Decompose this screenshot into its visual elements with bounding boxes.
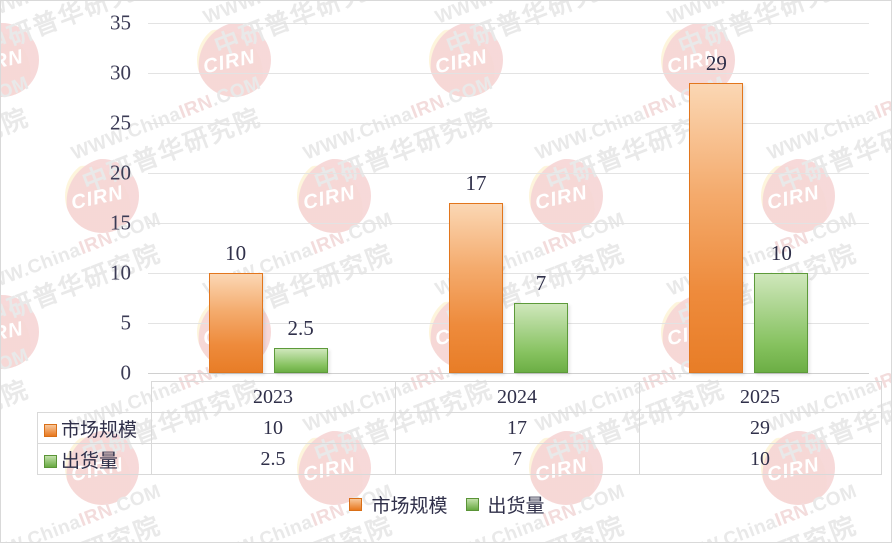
bar-2024-series1 xyxy=(514,303,568,373)
bar-2023-series1 xyxy=(273,348,328,373)
x-axis-line xyxy=(148,373,869,374)
gridline xyxy=(148,223,869,224)
table-header-cell: 2023 xyxy=(150,381,396,413)
bar-2025-series1 xyxy=(754,273,809,373)
table-row-header: 出货量 xyxy=(37,443,152,475)
table-cell: 17 xyxy=(394,412,640,444)
table-row: 市场规模 10 17 29 xyxy=(37,412,882,444)
y-axis: 0 5 10 15 20 25 30 35 xyxy=(1,1,141,385)
bar-value-label: 7 xyxy=(535,271,547,295)
y-axis-tick-label: 35 xyxy=(110,10,131,35)
y-axis-tick-label: 5 xyxy=(120,310,132,335)
y-axis-tick-label: 20 xyxy=(110,160,131,185)
bar-2024-series0 xyxy=(449,203,503,373)
gridline xyxy=(148,273,869,274)
bar-2025-series0 xyxy=(689,83,744,373)
gridline xyxy=(148,323,869,324)
legend-label: 出货量 xyxy=(487,496,545,517)
y-axis-tick-label: 0 xyxy=(120,360,132,385)
y-axis-tick-label: 25 xyxy=(110,110,131,135)
table-header-cell: 2024 xyxy=(394,381,640,413)
series-name-label: 市场规模 xyxy=(61,419,138,441)
legend-label: 市场规模 xyxy=(371,496,448,517)
bar-value-label: 17 xyxy=(465,171,487,195)
chart-legend: 市场规模 出货量 xyxy=(1,491,891,518)
y-axis-tick-label: 30 xyxy=(110,60,131,85)
table-cell: 10 xyxy=(638,443,882,475)
bar-value-label: 2.5 xyxy=(287,316,314,340)
green-square-icon xyxy=(44,454,57,468)
table-cell: 10 xyxy=(150,412,396,444)
bar-value-label: 10 xyxy=(770,241,792,265)
y-axis-tick-label: 15 xyxy=(110,210,131,235)
gridlines-and-bars: 10 2.5 17 7 29 10 xyxy=(148,1,869,381)
table-cell: 2.5 xyxy=(150,443,396,475)
orange-square-icon xyxy=(349,498,363,511)
table-row: 出货量 2.5 7 10 xyxy=(37,443,882,475)
series-name-label: 出货量 xyxy=(61,450,119,472)
legend-item-0[interactable]: 市场规模 xyxy=(349,491,448,518)
table-header-row: 2023 2024 2025 xyxy=(38,381,882,413)
bar-2023-series0 xyxy=(208,273,263,373)
bar-value-label: 29 xyxy=(705,51,727,75)
table-header-cell: 2025 xyxy=(638,381,882,413)
table-corner-cell xyxy=(38,382,152,413)
legend-item-1[interactable]: 出货量 xyxy=(465,491,545,518)
table-row-header: 市场规模 xyxy=(37,412,152,444)
table-cell: 29 xyxy=(638,412,882,444)
orange-square-icon xyxy=(44,423,57,437)
y-axis-tick-label: 10 xyxy=(110,260,131,285)
gridline xyxy=(148,23,869,24)
gridline xyxy=(148,73,869,74)
data-table: 2023 2024 2025 市场规模 10 17 29 出货量 2.5 7 10 xyxy=(37,381,882,475)
green-square-icon xyxy=(465,498,479,511)
bar-value-label: 10 xyxy=(225,241,247,265)
gridline xyxy=(148,173,869,174)
table-cell: 7 xyxy=(394,443,640,475)
gridline xyxy=(148,123,869,124)
